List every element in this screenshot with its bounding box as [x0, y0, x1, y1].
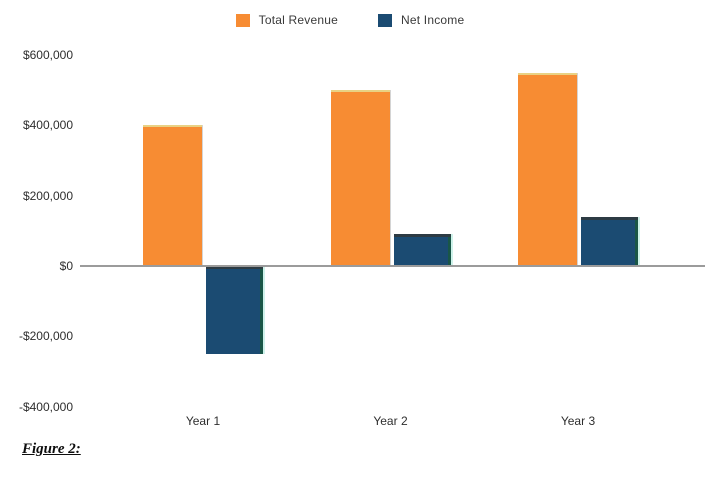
x-axis-line [80, 265, 705, 267]
bar-net-income-year-2 [393, 234, 451, 266]
bar-total-revenue-year-3 [518, 72, 577, 266]
y-axis-tick-label: $0 [59, 259, 73, 273]
y-axis-tick-label: $400,000 [22, 118, 73, 133]
x-axis-category-label: Year 3 [560, 414, 596, 428]
legend-item-total-revenue: Total Revenue [235, 13, 338, 27]
bar-total-revenue-year-1 [143, 125, 202, 266]
legend-label-net-income: Net Income [400, 13, 465, 27]
net-income-swatch-icon [377, 13, 392, 27]
figure-caption: Figure 2: [22, 441, 81, 457]
y-axis-tick-label: $200,000 [22, 188, 73, 203]
x-axis-category-label: Year 2 [373, 414, 408, 428]
chart-legend: Total Revenue Net Income [0, 13, 700, 27]
bar-net-income-year-1 [206, 266, 263, 354]
bar-total-revenue-year-2 [330, 90, 390, 266]
bar-net-income-year-3 [581, 216, 638, 266]
x-axis-category-label: Year 1 [185, 414, 221, 428]
y-axis-tick-label: -$400,000 [18, 399, 73, 414]
legend-label-total-revenue: Total Revenue [258, 13, 338, 27]
total-revenue-swatch-icon [235, 13, 250, 27]
y-axis-tick-label: -$200,000 [18, 329, 73, 344]
legend-item-net-income: Net Income [377, 13, 465, 27]
y-axis-tick-label: $600,000 [22, 48, 73, 62]
